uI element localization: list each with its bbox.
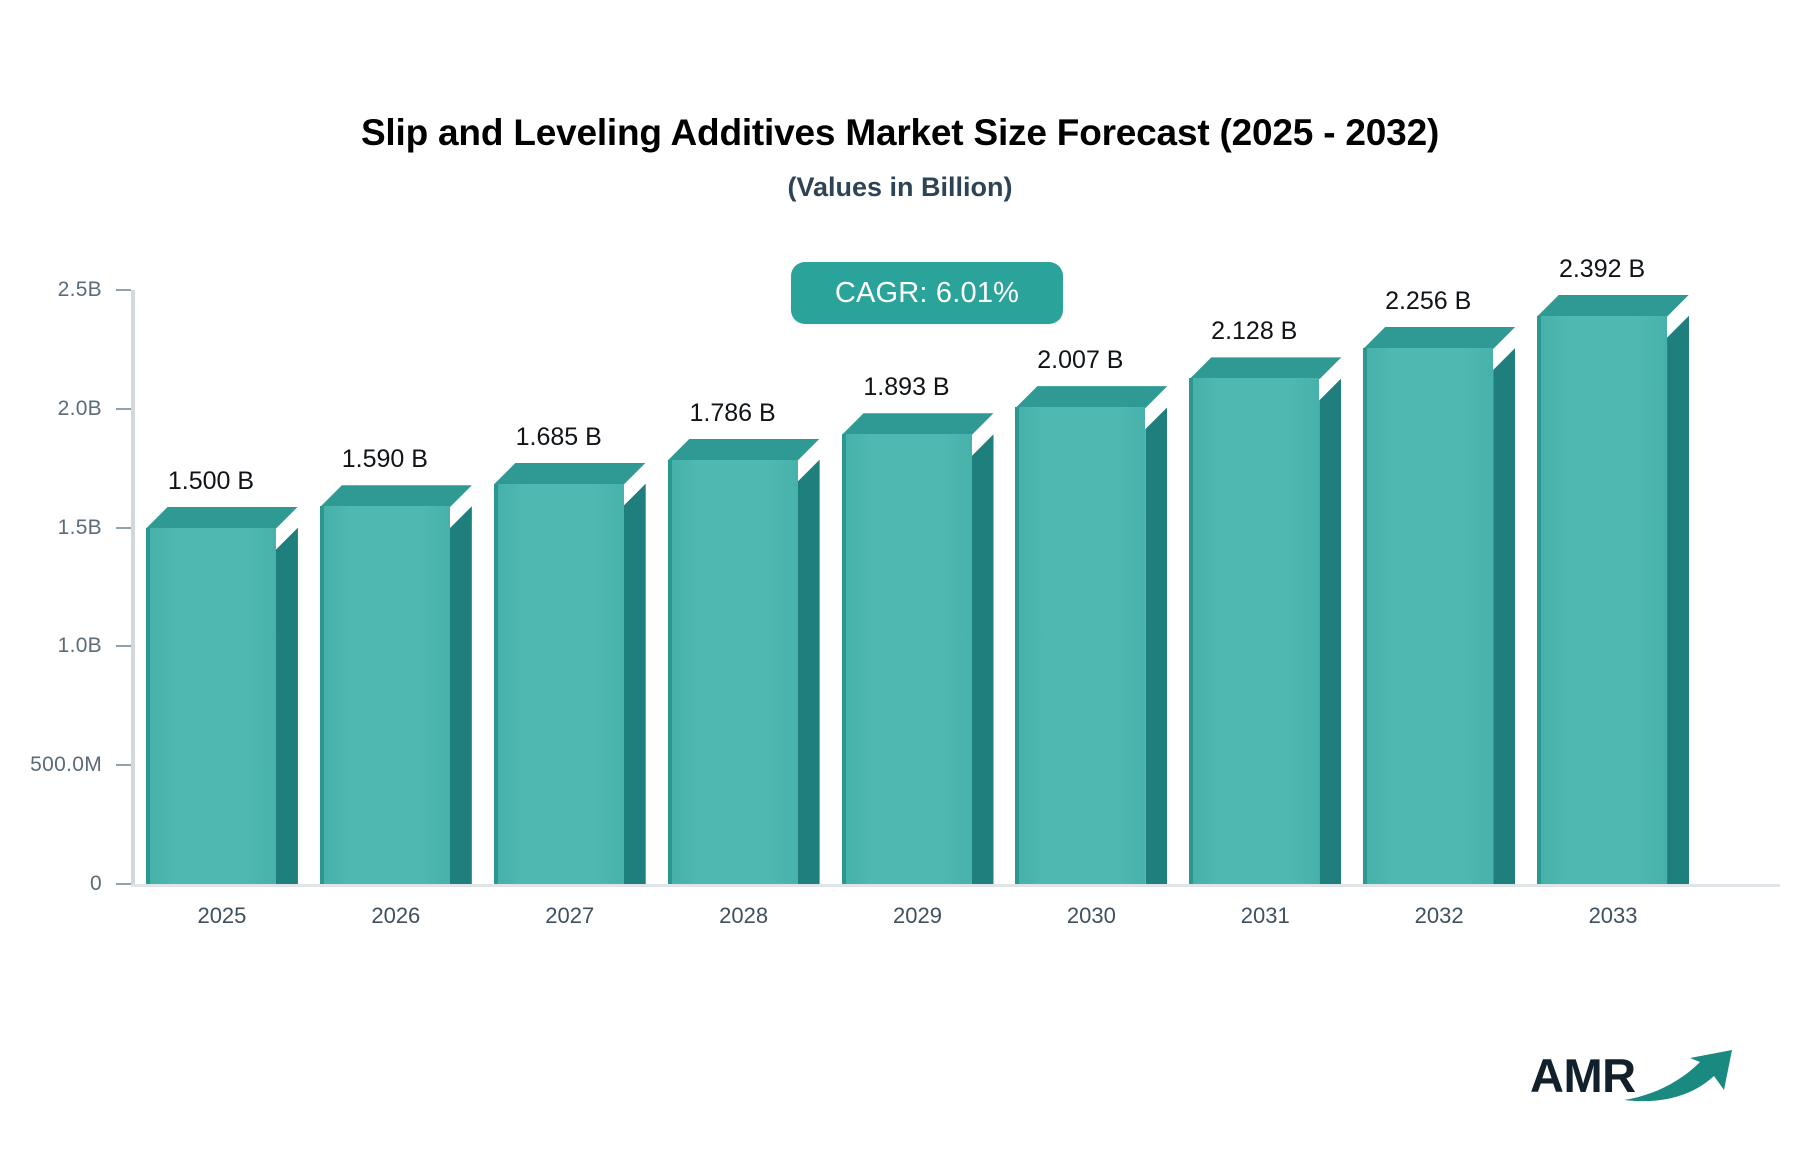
x-axis-label: 2027 — [545, 903, 595, 928]
bar-value-label: 1.685 B — [515, 422, 602, 451]
y-axis-tick: 1.5B — [58, 516, 131, 540]
bar-front-face — [1537, 315, 1668, 884]
x-axis-line — [131, 884, 1780, 887]
bar-side-face — [275, 527, 298, 884]
bar: 1.500 B — [145, 240, 298, 884]
bar: 2.128 B — [1189, 240, 1342, 884]
bar-front-face — [1015, 407, 1146, 884]
chart-title: Slip and Leveling Additives Market Size … — [360, 112, 1440, 153]
bar-left-edge — [1537, 315, 1542, 884]
y-axis-tick-mark — [116, 645, 131, 648]
bar-top-face — [493, 462, 646, 485]
bar-left-edge — [493, 483, 498, 884]
bar: 2.392 B — [1537, 240, 1690, 884]
bar: 1.786 B — [667, 240, 820, 884]
bar-front-face — [145, 527, 276, 884]
bar-value-label: 2.256 B — [1385, 286, 1472, 315]
bar-top-face — [1537, 294, 1690, 317]
amr-logo: AMR — [1530, 1040, 1740, 1111]
bar-value-label: 1.786 B — [689, 398, 776, 427]
cagr-badge-label: CAGR: 6.01% — [834, 276, 1020, 309]
bar-value-label: 1.590 B — [341, 445, 428, 474]
x-axis-label: 2032 — [1414, 903, 1464, 928]
bar-left-edge — [319, 506, 324, 884]
bar-side-face — [971, 434, 994, 884]
y-axis-ticks: 2.5B 2.0B 1.5B 1.0B 500.0M 0 — [0, 0, 131, 1156]
y-axis-tick-mark — [116, 883, 131, 885]
bar-left-edge — [1189, 378, 1194, 884]
bar-side-face — [449, 506, 472, 884]
bar-top-face — [1189, 357, 1342, 380]
bar-side-face — [1319, 378, 1342, 884]
bar-front-face — [1363, 347, 1494, 884]
y-axis-tick-mark — [116, 526, 131, 529]
y-axis-tick-label: 500.0M — [30, 753, 102, 777]
y-axis-tick-label: 1.0B — [57, 634, 102, 658]
y-axis-tick: 2.5B — [58, 278, 131, 302]
bar-front-face — [841, 434, 972, 884]
bar: 2.007 B — [1015, 240, 1168, 884]
x-axis-label: 2031 — [1240, 903, 1290, 928]
cagr-badge: CAGR: 6.01% — [791, 262, 1063, 324]
y-axis-tick-label: 1.5B — [57, 515, 102, 539]
bar-top-face — [319, 485, 472, 508]
y-axis-line — [131, 290, 135, 887]
growth-arrow-icon — [1620, 1046, 1740, 1111]
bar-value-label: 2.007 B — [1037, 346, 1124, 375]
bar-front-face — [319, 506, 450, 884]
bar-front-face — [667, 459, 798, 884]
y-axis-tick: 2.0B — [58, 397, 131, 421]
bar-top-face — [1363, 326, 1516, 349]
chart-subtitle: (Values in Billion) — [787, 172, 1013, 202]
y-axis-tick-label: 2.0B — [57, 396, 102, 420]
bar-value-label: 2.392 B — [1558, 254, 1646, 283]
x-axis-label: 2030 — [1066, 903, 1116, 928]
y-axis-tick-mark — [116, 289, 131, 291]
bar-front-face — [493, 483, 624, 884]
y-axis-tick: 500.0M — [30, 753, 131, 777]
bar: 1.590 B — [319, 240, 472, 884]
bar-left-edge — [841, 434, 846, 884]
y-axis-tick-label: 2.5B — [57, 278, 102, 301]
bar-value-label: 1.893 B — [863, 373, 950, 402]
bar: 1.685 B — [493, 240, 646, 884]
bar-side-face — [1667, 315, 1690, 884]
bar-value-label: 2.128 B — [1211, 317, 1298, 346]
y-axis-tick-mark — [116, 764, 131, 767]
bar-top-face — [667, 438, 820, 461]
x-axis-label: 2029 — [893, 903, 942, 928]
bar-left-edge — [1015, 407, 1020, 884]
y-axis-tick-mark — [116, 407, 131, 410]
bar-series: 1.500 B 1.590 B 1.685 B 1.786 B 1.893 B 2.007… — [135, 240, 1780, 884]
x-axis-label: 2028 — [719, 903, 769, 928]
x-axis-label: 2025 — [197, 903, 247, 928]
bar-value-label: 1.500 B — [167, 466, 255, 495]
bar-top-face — [841, 413, 994, 436]
bar-side-face — [1145, 407, 1168, 884]
bar: 1.893 B — [841, 240, 994, 884]
bar: 2.256 B — [1363, 240, 1516, 884]
bar-left-edge — [145, 527, 150, 884]
amr-logo-text: AMR — [1530, 1049, 1636, 1102]
bar-side-face — [1493, 347, 1516, 884]
bar-left-edge — [667, 459, 672, 884]
y-axis-tick: 0 — [90, 872, 131, 896]
bar-side-face — [797, 459, 820, 884]
y-axis-tick-label: 0 — [90, 872, 102, 895]
bar-left-edge — [1363, 347, 1368, 884]
bar-top-face — [145, 506, 298, 529]
y-axis-tick: 1.0B — [58, 634, 131, 658]
bar-top-face — [1015, 386, 1168, 409]
x-axis-label: 2033 — [1588, 903, 1638, 928]
bar-side-face — [623, 483, 646, 884]
x-axis-label: 2026 — [371, 903, 421, 928]
bar-front-face — [1189, 378, 1320, 884]
